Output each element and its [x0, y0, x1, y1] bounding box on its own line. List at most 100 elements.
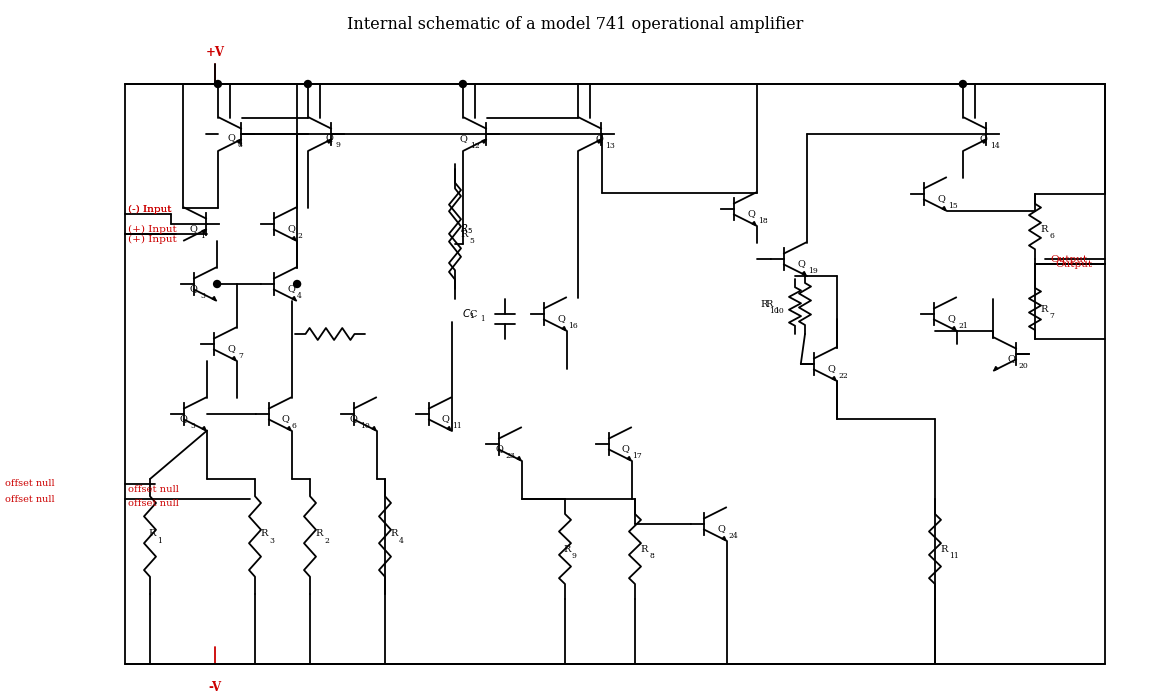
- Polygon shape: [832, 377, 836, 380]
- Text: Q: Q: [938, 194, 946, 203]
- Text: 10: 10: [769, 307, 779, 315]
- Text: R: R: [460, 229, 468, 238]
- Text: Q: Q: [980, 134, 988, 143]
- Text: $R_5$: $R_5$: [460, 222, 473, 236]
- Text: 9: 9: [336, 141, 340, 149]
- Text: Q: Q: [190, 224, 198, 233]
- Text: 1: 1: [480, 315, 485, 323]
- Text: 18: 18: [758, 217, 768, 225]
- Text: 24: 24: [728, 532, 738, 540]
- Text: $C_1$: $C_1$: [462, 307, 475, 321]
- Polygon shape: [481, 140, 486, 143]
- Text: Q: Q: [718, 524, 726, 533]
- Text: 5: 5: [469, 237, 473, 245]
- Polygon shape: [953, 326, 956, 331]
- Text: 1: 1: [157, 537, 162, 545]
- Text: 23: 23: [506, 452, 515, 460]
- Text: offset null: offset null: [128, 500, 179, 508]
- Text: 4: 4: [399, 537, 404, 545]
- Text: 22: 22: [838, 372, 848, 380]
- Text: 11: 11: [949, 552, 958, 560]
- Polygon shape: [562, 326, 566, 331]
- Text: (-) Input: (-) Input: [128, 204, 171, 214]
- Circle shape: [959, 80, 966, 87]
- Polygon shape: [596, 140, 601, 143]
- Text: 19: 19: [808, 267, 818, 275]
- Text: Q: Q: [948, 315, 956, 324]
- Text: C: C: [470, 310, 477, 319]
- Text: Q: Q: [799, 259, 805, 268]
- Polygon shape: [213, 296, 216, 301]
- Text: R: R: [390, 530, 398, 538]
- Text: R: R: [315, 530, 323, 538]
- Text: Output: Output: [1055, 259, 1093, 268]
- Polygon shape: [202, 229, 206, 233]
- Polygon shape: [627, 456, 631, 461]
- Polygon shape: [753, 222, 756, 226]
- Text: 6: 6: [1049, 232, 1054, 240]
- Text: R: R: [759, 299, 768, 308]
- Text: 11: 11: [452, 422, 462, 430]
- Text: Q: Q: [460, 134, 468, 143]
- Polygon shape: [292, 296, 296, 301]
- Text: 6: 6: [292, 422, 296, 430]
- Text: Q: Q: [325, 134, 333, 143]
- Text: R: R: [260, 530, 268, 538]
- Text: Q: Q: [180, 415, 188, 424]
- Circle shape: [294, 280, 301, 287]
- Text: 21: 21: [958, 322, 967, 330]
- Text: 3: 3: [200, 292, 205, 300]
- Text: (+) Input: (+) Input: [128, 224, 177, 233]
- Text: (+) Input: (+) Input: [128, 234, 177, 243]
- Polygon shape: [802, 271, 805, 275]
- Text: 8: 8: [238, 141, 242, 149]
- Text: 12: 12: [470, 142, 480, 150]
- Text: 15: 15: [948, 202, 958, 210]
- Text: Q: Q: [828, 364, 835, 373]
- Text: Q: Q: [622, 445, 630, 454]
- Text: offset null: offset null: [5, 494, 55, 503]
- Text: Q: Q: [558, 315, 565, 324]
- Text: offset null: offset null: [128, 484, 179, 493]
- Text: 2: 2: [296, 232, 302, 240]
- Text: 4: 4: [296, 292, 302, 300]
- Text: 10: 10: [360, 422, 370, 430]
- Text: (-) Input: (-) Input: [128, 204, 171, 214]
- Text: R: R: [940, 545, 948, 554]
- Circle shape: [460, 80, 466, 87]
- Circle shape: [214, 280, 221, 287]
- Text: R: R: [1040, 305, 1048, 313]
- Text: Q: Q: [190, 284, 198, 294]
- Text: Q: Q: [282, 415, 290, 424]
- Text: R: R: [640, 545, 647, 554]
- Text: R: R: [765, 299, 772, 308]
- Text: R: R: [148, 530, 155, 538]
- Text: 14: 14: [990, 142, 1000, 150]
- Text: Q: Q: [1008, 354, 1016, 363]
- Text: Q: Q: [595, 134, 603, 143]
- Polygon shape: [447, 426, 452, 431]
- Text: 16: 16: [568, 322, 578, 330]
- Text: 2: 2: [324, 537, 329, 545]
- Polygon shape: [202, 426, 206, 431]
- Text: Q: Q: [350, 415, 357, 424]
- Text: 5: 5: [190, 422, 195, 430]
- Text: Q: Q: [748, 210, 756, 219]
- Polygon shape: [722, 537, 726, 540]
- Text: Q: Q: [495, 445, 503, 454]
- Text: Q: Q: [228, 134, 236, 143]
- Text: offset null: offset null: [5, 480, 55, 489]
- Polygon shape: [237, 140, 241, 143]
- Text: R: R: [563, 545, 570, 554]
- Circle shape: [215, 80, 222, 87]
- Polygon shape: [517, 456, 520, 461]
- Text: Output: Output: [1050, 254, 1087, 264]
- Polygon shape: [287, 426, 291, 431]
- Text: Q: Q: [287, 224, 295, 233]
- Text: 17: 17: [632, 452, 642, 460]
- Text: 3: 3: [269, 537, 273, 545]
- Text: 20: 20: [1018, 362, 1027, 370]
- Polygon shape: [994, 366, 998, 370]
- Text: 9: 9: [572, 552, 577, 560]
- Text: +V: +V: [206, 46, 224, 59]
